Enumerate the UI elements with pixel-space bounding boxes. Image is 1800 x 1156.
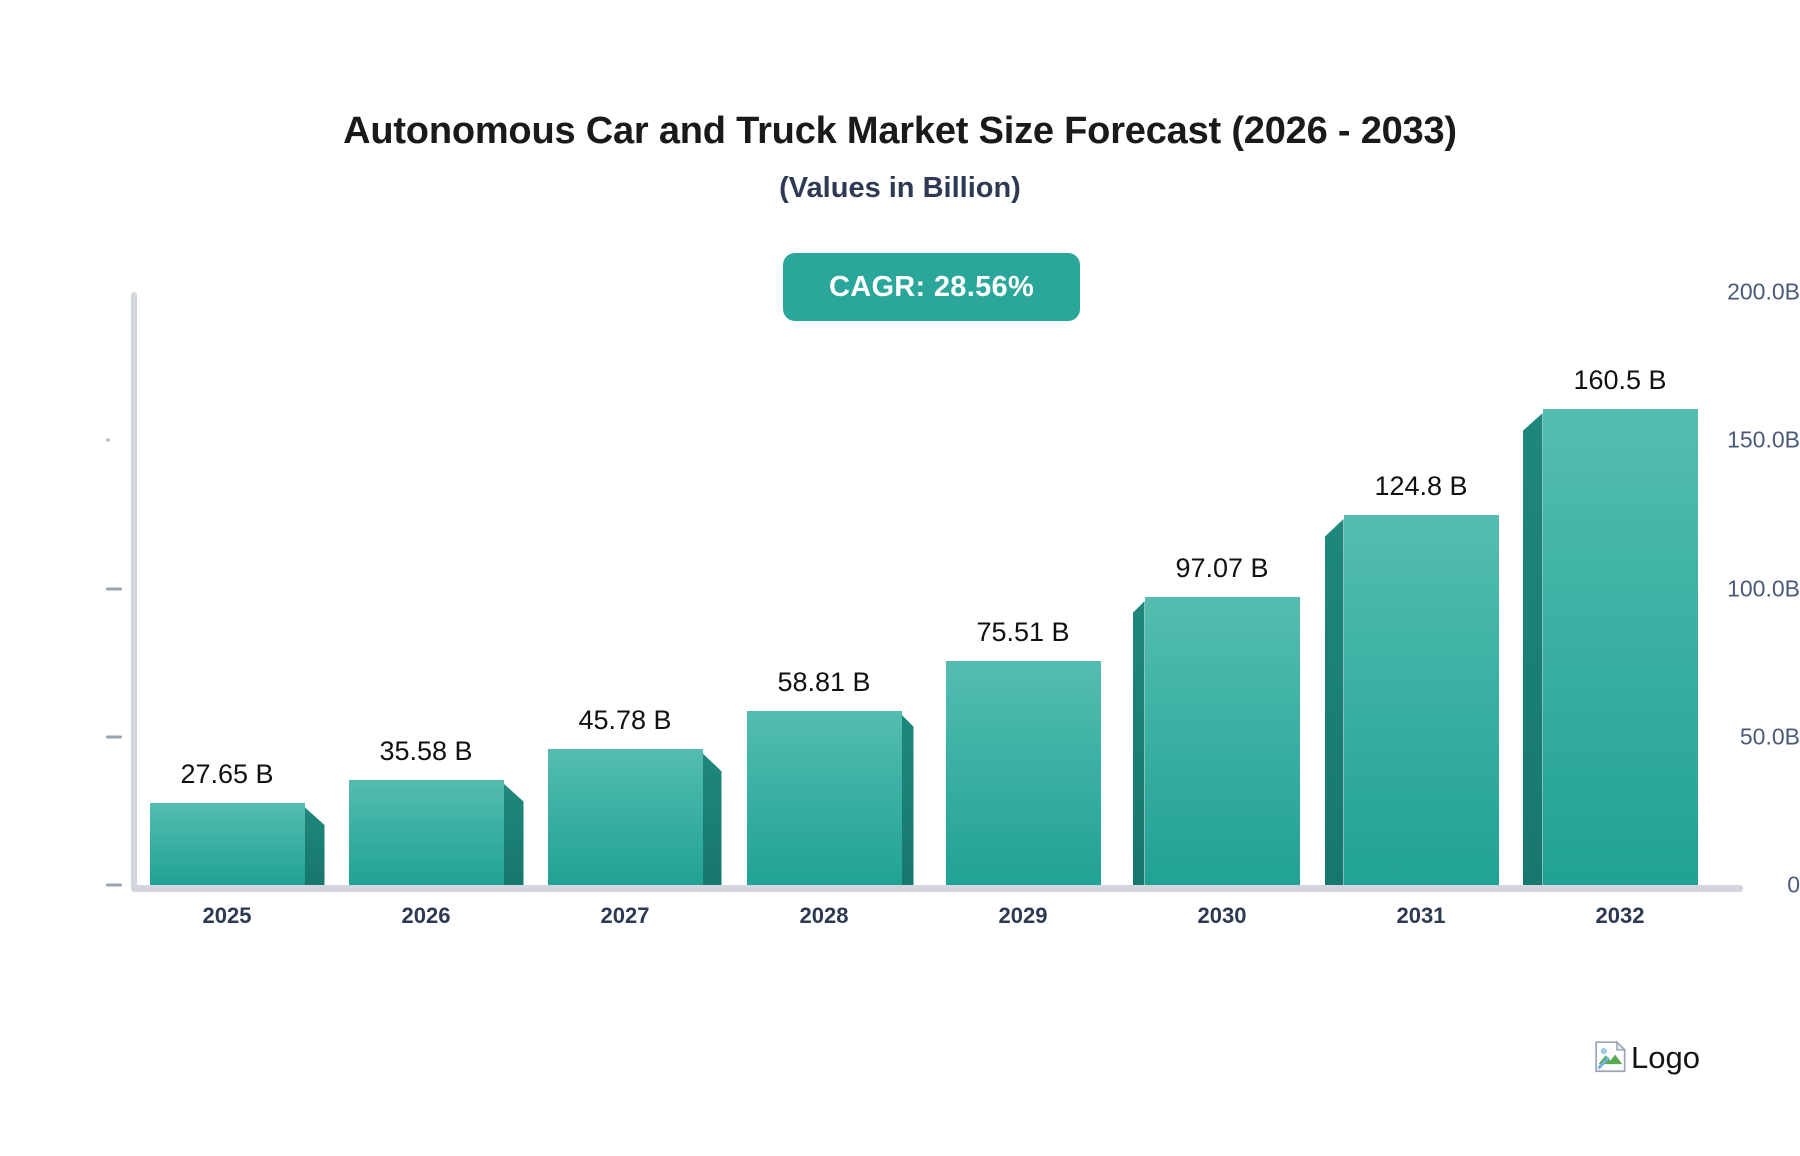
x-axis-tick-label: 2028 [799,903,849,928]
bar-side-face [1522,413,1543,885]
bar-value-label: 160.5 B [1573,365,1667,396]
bar-2028[interactable] [746,710,914,885]
broken-image-icon [1595,1040,1627,1073]
x-axis-tick-label: 2031 [1396,903,1446,928]
x-axis-tick-label: 2029 [998,903,1048,928]
bar-front-face [1144,597,1300,885]
cagr-badge: CAGR: 28.56% [783,253,1080,321]
y-axis-line [131,292,137,889]
bar-value-label: 75.51 B [976,617,1070,648]
bar-2032[interactable] [1522,409,1698,885]
y-axis-tick-mark [106,438,110,442]
bar-value-label: 35.58 B [379,735,473,766]
bar-value-label: 58.81 B [777,666,871,697]
bar-2025[interactable] [149,803,325,885]
bar-2031[interactable] [1324,514,1499,885]
bar-value-label: 27.65 B [180,759,274,790]
y-axis-tick-label: 100.0B [1727,575,1800,601]
y-axis-tick-mark [106,587,122,590]
y-axis-tick-label: 0 [1787,871,1800,898]
x-axis-tick-label: 2025 [202,903,252,928]
bar-side-face [503,783,524,885]
x-axis-tick-label: 2026 [401,903,451,928]
bar-side-face [1132,601,1145,885]
bar-front-face [149,803,305,885]
y-axis-tick-mark [106,883,122,887]
y-axis-tick-mark [106,735,122,739]
bar-front-face [746,710,902,885]
page-title: Autonomous Car and Truck Market Size For… [343,110,1457,152]
x-axis-line [131,885,1743,892]
bar-front-face [945,661,1101,885]
bar-2027[interactable] [547,749,722,885]
x-axis-tick-label: 2030 [1197,903,1247,928]
bar-2030[interactable] [1132,597,1300,885]
bar-side-face [702,753,722,885]
cagr-badge-label: CAGR: 28.56% [828,270,1035,303]
bar-front-face [1343,514,1499,885]
bar-value-label: 45.78 B [578,705,672,736]
bar-2029[interactable] [945,661,1101,885]
bar-value-label: 97.07 B [1175,553,1269,584]
logo: Logo [1592,1033,1700,1081]
bar-front-face [1542,409,1698,885]
y-axis-tick-label: 200.0B [1727,278,1800,305]
chart-subtitle: (Values in Billion) [779,172,1021,204]
bar-side-face [304,807,325,885]
bar-value-label: 124.8 B [1374,470,1468,501]
y-axis-tick-label: 150.0B [1727,426,1800,453]
bar-front-face [348,779,504,885]
x-axis-tick-label: 2027 [600,903,650,928]
x-axis-tick-label: 2032 [1595,903,1645,928]
logo-alt-text: Logo [1631,1039,1700,1075]
y-axis-tick-label: 50.0B [1739,723,1800,750]
bar-side-face [901,714,914,885]
bar-front-face [547,749,703,885]
bar-side-face [1324,518,1344,885]
bar-2026[interactable] [348,779,524,885]
